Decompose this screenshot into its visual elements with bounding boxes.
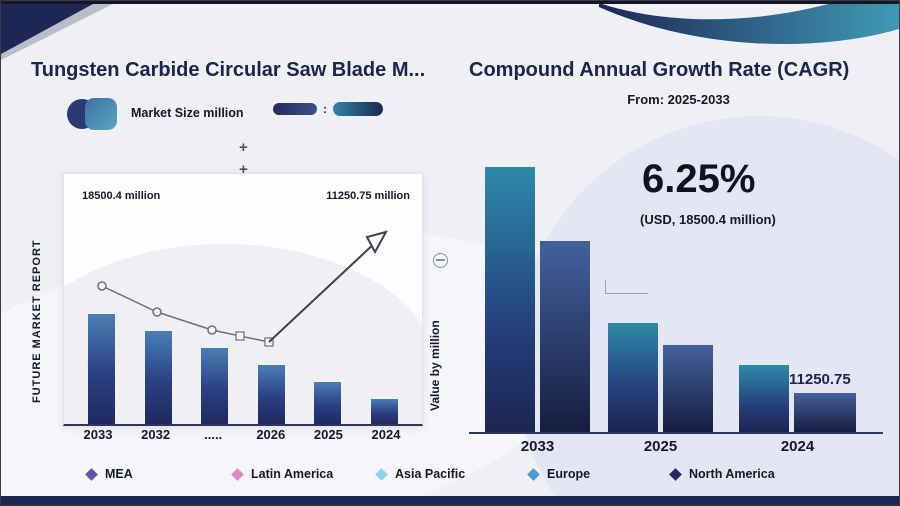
legend-diamond bbox=[375, 467, 388, 481]
legend-diamond bbox=[231, 467, 244, 481]
market-size-legend-label: Market Size million bbox=[131, 106, 244, 120]
minus-circle-icon bbox=[433, 253, 448, 268]
usd-note: (USD, 18500.4 million) bbox=[640, 212, 776, 227]
legend-diamond bbox=[527, 467, 540, 481]
legend-item-asia-pacific: Asia Pacific bbox=[375, 465, 466, 483]
left-x-label: 2033 bbox=[83, 427, 113, 442]
trend-line bbox=[97, 230, 388, 347]
legend-item-latin-america: Latin America bbox=[231, 465, 334, 483]
step-decoration bbox=[605, 280, 648, 294]
plus-mark: + bbox=[239, 139, 248, 156]
left-bar-2024 bbox=[370, 399, 398, 424]
right-bar-chart bbox=[471, 152, 883, 432]
cagr-value: 6.25% bbox=[642, 157, 756, 201]
right-bar-group-2033 bbox=[485, 167, 590, 432]
future-market-report-label: FUTURE MARKET REPORT bbox=[31, 239, 43, 404]
right-bar-group-2025 bbox=[608, 323, 713, 432]
right-bar-2033-series-2 bbox=[540, 241, 590, 432]
right-x-label: 2025 bbox=[643, 438, 678, 455]
legend-diamond bbox=[669, 467, 682, 481]
legend-label: MEA bbox=[105, 467, 133, 481]
left-x-axis-labels: 2033 2032..... 2026 2025 2024 bbox=[63, 427, 421, 442]
end-value-label: 11250.75 million bbox=[326, 190, 410, 202]
right-x-label: 2033 bbox=[520, 438, 555, 455]
legend-label: North America bbox=[689, 467, 775, 481]
left-bar-..... bbox=[201, 348, 229, 424]
legend-diamond bbox=[85, 467, 98, 481]
right-bar-2025-series-2 bbox=[663, 345, 713, 432]
chip-square bbox=[85, 98, 117, 130]
legend-item-mea: MEA bbox=[85, 465, 133, 483]
pill-navy bbox=[273, 103, 317, 115]
left-bar-2025 bbox=[314, 382, 342, 424]
market-size-icon bbox=[67, 98, 121, 130]
start-value-label: 18500.4 million bbox=[82, 190, 161, 202]
legend-item-north-america: North America bbox=[669, 465, 775, 483]
right-chart-title: Compound Annual Growth Rate (CAGR) bbox=[469, 59, 850, 81]
cagr-period: From: 2025-2033 bbox=[627, 92, 730, 107]
legend-pills: : bbox=[273, 102, 383, 116]
right-x-axis-labels: 2033 2025 2024 bbox=[471, 438, 883, 458]
legend-label: Asia Pacific bbox=[395, 467, 466, 481]
left-x-label: 2024 bbox=[371, 427, 401, 442]
left-bar-2033 bbox=[88, 314, 115, 424]
region-legend: MEA Latin America Asia Pacific Europe North … bbox=[1, 465, 899, 487]
corner-triangle-navy bbox=[1, 4, 93, 54]
right-x-label: 2024 bbox=[780, 438, 815, 455]
legend-label: Europe bbox=[547, 467, 591, 481]
left-bar-2026 bbox=[257, 365, 285, 424]
pill-colon: : bbox=[323, 102, 327, 116]
value-axis-label: Value by million bbox=[428, 320, 442, 412]
bottom-border bbox=[1, 496, 899, 505]
legend-label: Latin America bbox=[251, 467, 334, 481]
left-chart-card: 18500.4 million 11250.75 million bbox=[63, 173, 423, 426]
right-bar-group-2024 bbox=[739, 365, 856, 432]
plus-mark: + bbox=[239, 161, 248, 178]
pill-teal bbox=[333, 102, 383, 116]
right-bar-2025-series-1 bbox=[608, 323, 658, 432]
right-x-axis bbox=[469, 432, 883, 434]
left-bars bbox=[88, 289, 398, 424]
right-bar-2024-series-1 bbox=[739, 365, 789, 432]
left-x-label: 2025 bbox=[313, 427, 343, 442]
left-x-label: 2026 bbox=[256, 427, 286, 442]
right-bar-2024-series-2 bbox=[794, 393, 856, 432]
value-annotation: 11250.75 bbox=[789, 371, 851, 388]
left-chart-title: Tungsten Carbide Circular Saw Blade M... bbox=[31, 59, 426, 81]
legend-item-europe: Europe bbox=[527, 465, 591, 483]
right-bar-2033-series-1 bbox=[485, 167, 535, 432]
left-x-label: 2032 bbox=[141, 427, 171, 442]
top-border bbox=[1, 1, 899, 4]
left-bar-2032 bbox=[144, 331, 172, 424]
left-x-label: ..... bbox=[204, 427, 223, 442]
top-right-swoosh bbox=[599, 1, 899, 45]
